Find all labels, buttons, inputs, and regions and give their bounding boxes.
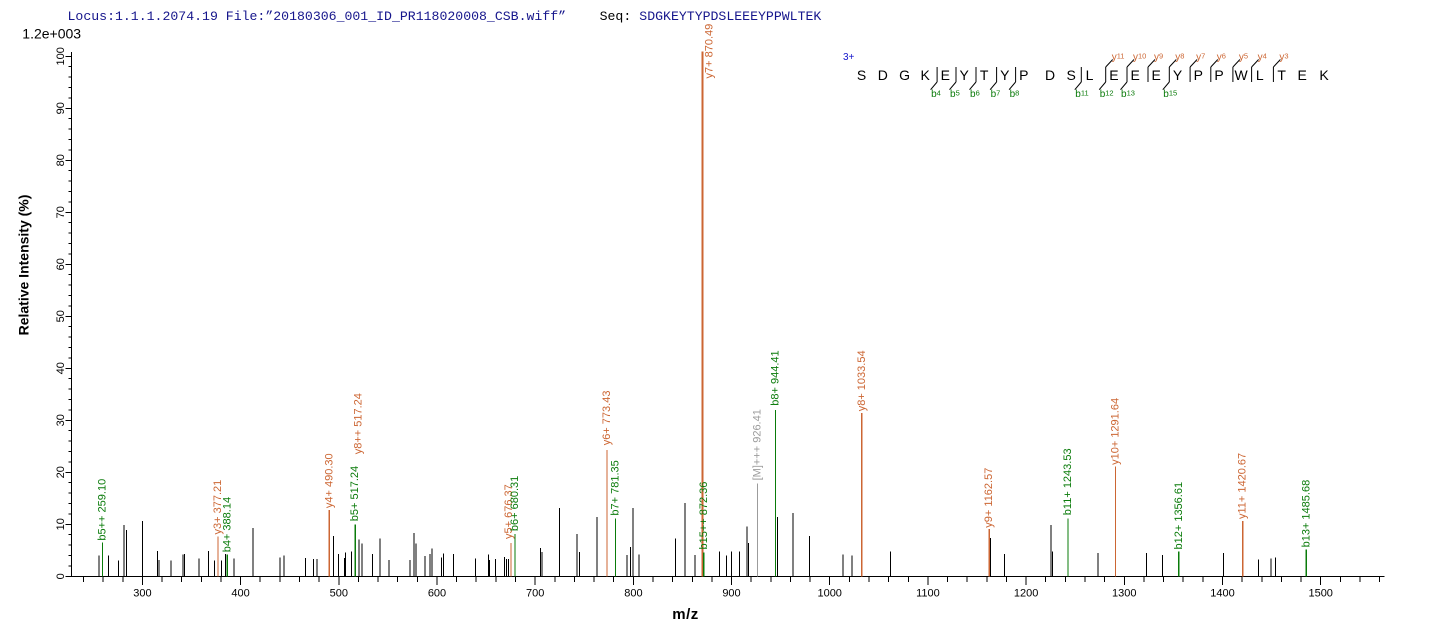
svg-text:m/z: m/z	[672, 606, 699, 623]
svg-text:100: 100	[55, 47, 67, 65]
svg-text:20: 20	[55, 466, 67, 478]
svg-text:y6: y6	[1217, 52, 1226, 64]
svg-text:P: P	[1194, 67, 1203, 83]
svg-text:1000: 1000	[817, 588, 841, 600]
svg-text:T: T	[1277, 67, 1286, 83]
svg-text:1300: 1300	[1112, 588, 1136, 600]
svg-text:800: 800	[624, 588, 642, 600]
svg-text:L: L	[1086, 67, 1094, 83]
svg-text:Y: Y	[1173, 67, 1183, 83]
svg-text:Seq:: Seq:	[600, 9, 632, 24]
svg-text:b5+ 517.24: b5+ 517.24	[349, 466, 361, 521]
svg-text:700: 700	[526, 588, 544, 600]
svg-text:E: E	[1298, 67, 1307, 83]
svg-text:b12: b12	[1100, 88, 1114, 100]
svg-text:0: 0	[55, 573, 67, 579]
svg-text:E: E	[1152, 67, 1161, 83]
svg-text:SDGKEYTYPDSLEEEYPPWLTEK: SDGKEYTYPDSLEEEYPPWLTEK	[639, 9, 821, 24]
svg-text:1.2e+003: 1.2e+003	[22, 25, 81, 41]
svg-text:P: P	[1019, 67, 1028, 83]
svg-text:90: 90	[55, 102, 67, 114]
svg-text:S: S	[1067, 67, 1076, 83]
svg-text:y6+ 773.43: y6+ 773.43	[601, 391, 613, 446]
svg-text:L: L	[1256, 67, 1264, 83]
svg-text:b8+ 944.41: b8+ 944.41	[770, 350, 782, 405]
svg-text:b13+ 1485.68: b13+ 1485.68	[1300, 480, 1312, 548]
svg-text:1100: 1100	[916, 588, 940, 600]
svg-text:b6: b6	[970, 88, 980, 100]
svg-text:E: E	[1109, 67, 1118, 83]
svg-text:b8: b8	[1010, 88, 1020, 100]
svg-text:y7: y7	[1196, 52, 1205, 64]
svg-text:y9: y9	[1154, 52, 1163, 64]
svg-text:Relative Intensity (%): Relative Intensity (%)	[15, 195, 31, 336]
svg-text:600: 600	[428, 588, 446, 600]
svg-text:Y: Y	[960, 67, 970, 83]
svg-text:30: 30	[55, 414, 67, 426]
svg-text:b7: b7	[991, 88, 1001, 100]
svg-text:1200: 1200	[1014, 588, 1038, 600]
svg-text:1500: 1500	[1308, 588, 1332, 600]
svg-text:b15: b15	[1163, 88, 1177, 100]
svg-text:y5+ 676.37: y5+ 676.37	[503, 484, 515, 539]
svg-text:T: T	[980, 67, 989, 83]
svg-text:G: G	[899, 67, 910, 83]
svg-text:b6+ 680.31: b6+ 680.31	[509, 476, 521, 531]
svg-text:Locus:1.1.1.2074.19 File:”2018: Locus:1.1.1.2074.19 File:”20180306_001_I…	[68, 9, 567, 24]
svg-text:y10: y10	[1133, 52, 1146, 64]
svg-text:y3+ 377.21: y3+ 377.21	[212, 480, 224, 535]
svg-text:y11: y11	[1112, 52, 1125, 64]
svg-text:10: 10	[55, 518, 67, 530]
svg-text:60: 60	[55, 258, 67, 270]
svg-text:D: D	[1045, 67, 1055, 83]
svg-text:y8+ 1033.54: y8+ 1033.54	[856, 350, 868, 411]
svg-text:900: 900	[722, 588, 740, 600]
svg-text:P: P	[1214, 67, 1223, 83]
svg-text:y8++ 517.24: y8++ 517.24	[353, 393, 365, 454]
svg-text:K: K	[921, 67, 931, 83]
svg-text:70: 70	[55, 206, 67, 218]
svg-text:[M]+++ 926.41: [M]+++ 926.41	[752, 409, 764, 480]
svg-text:K: K	[1319, 67, 1329, 83]
svg-text:y5: y5	[1239, 52, 1248, 64]
svg-text:W: W	[1234, 67, 1248, 83]
svg-text:40: 40	[55, 362, 67, 374]
svg-text:b5: b5	[950, 88, 960, 100]
svg-text:500: 500	[330, 588, 348, 600]
svg-text:E: E	[941, 67, 950, 83]
svg-text:y4+ 490.30: y4+ 490.30	[323, 453, 335, 508]
svg-text:b4+ 388.14: b4+ 388.14	[221, 497, 233, 552]
svg-text:b5++ 259.10: b5++ 259.10	[97, 479, 109, 541]
svg-text:y7+ 870.49: y7+ 870.49	[704, 24, 716, 79]
svg-text:b15++ 872.36: b15++ 872.36	[698, 482, 710, 550]
svg-text:y10+ 1291.64: y10+ 1291.64	[1110, 398, 1122, 465]
svg-text:b11+ 1243.53: b11+ 1243.53	[1062, 448, 1074, 515]
svg-text:D: D	[878, 67, 888, 83]
svg-text:y11+ 1420.67: y11+ 1420.67	[1237, 453, 1249, 519]
svg-text:400: 400	[231, 588, 249, 600]
svg-text:b4: b4	[931, 88, 941, 100]
svg-text:y9+ 1162.57: y9+ 1162.57	[983, 468, 995, 528]
svg-text:b13: b13	[1121, 88, 1135, 100]
svg-text:S: S	[857, 67, 866, 83]
svg-text:3+: 3+	[843, 52, 855, 63]
svg-text:80: 80	[55, 154, 67, 166]
svg-text:E: E	[1131, 67, 1140, 83]
svg-text:b7+ 781.35: b7+ 781.35	[610, 460, 622, 515]
svg-text:y8: y8	[1175, 52, 1184, 64]
svg-text:50: 50	[55, 310, 67, 322]
svg-text:y4: y4	[1258, 52, 1267, 64]
svg-text:300: 300	[133, 588, 151, 600]
svg-text:y3: y3	[1279, 52, 1288, 64]
svg-text:b11: b11	[1075, 88, 1088, 100]
svg-text:1400: 1400	[1210, 588, 1234, 600]
svg-text:Y: Y	[1000, 67, 1010, 83]
svg-text:b12+ 1356.61: b12+ 1356.61	[1173, 482, 1185, 550]
